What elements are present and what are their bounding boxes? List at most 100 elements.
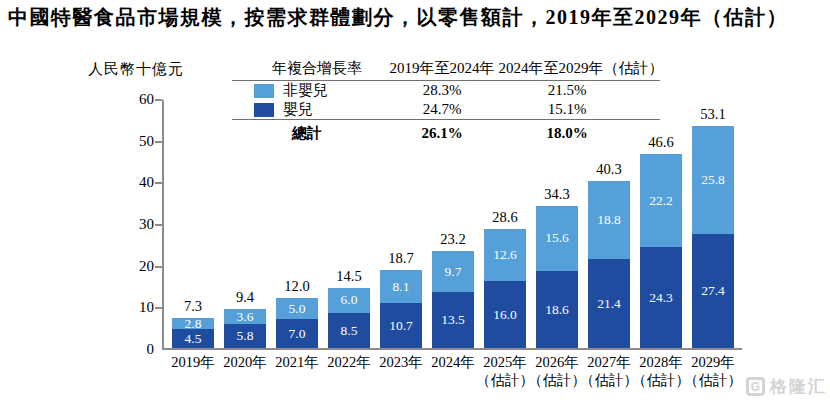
y-tick-label: 40 bbox=[124, 174, 154, 191]
x-axis-category-label: 2028年（估計） bbox=[640, 353, 682, 389]
segment-value-label: 27.4 bbox=[701, 284, 725, 298]
segment-value-label: 9.7 bbox=[445, 265, 462, 279]
segment-value-label: 21.4 bbox=[597, 297, 621, 311]
bar-stack: 3.65.8 bbox=[224, 309, 266, 348]
segment-value-label: 12.6 bbox=[493, 248, 517, 262]
bar-stack: 6.08.5 bbox=[328, 288, 370, 348]
legend-label: 非嬰兒 bbox=[283, 81, 328, 100]
y-tick-mark bbox=[155, 307, 162, 309]
bar-group: 14.56.08.5 bbox=[328, 268, 370, 348]
estimate-label: （估計） bbox=[684, 371, 742, 389]
bar-segment-infant: 13.5 bbox=[432, 292, 474, 348]
bar-segment-non-infant: 12.6 bbox=[484, 229, 526, 282]
y-tick-mark bbox=[155, 266, 162, 268]
bar-group: 34.3 15.6 18.6 bbox=[536, 186, 578, 349]
bar-segment-infant: 18.6 bbox=[536, 271, 578, 349]
x-axis-category-label: 2022年 bbox=[328, 353, 370, 389]
bar-group: 9.43.65.8 bbox=[224, 289, 266, 348]
bar-group: 12.0 5.0 7.0 bbox=[276, 278, 318, 348]
bar-total-label: 12.0 bbox=[284, 278, 309, 295]
bar-segment-non-infant: 2.8 bbox=[172, 318, 214, 330]
bar-segment-non-infant: 8.1 bbox=[380, 270, 422, 304]
cagr-header-period2: 2024年至2029年（估計） bbox=[502, 59, 660, 78]
bar-total-label: 7.3 bbox=[184, 298, 202, 315]
bar-group: 40.3 18.8 21.4 bbox=[588, 161, 630, 348]
bar-total-label: 18.7 bbox=[388, 250, 413, 267]
bar-segment-non-infant: 6.0 bbox=[328, 288, 370, 313]
bar-segment-infant: 24.3 bbox=[640, 247, 682, 348]
bar-total-label: 46.6 bbox=[648, 134, 673, 151]
non-infant-swatch-icon bbox=[254, 84, 274, 98]
segment-value-label: 6.0 bbox=[341, 293, 358, 307]
y-tick-label: 20 bbox=[124, 258, 154, 275]
bar-group: 28.6 12.6 16.0 bbox=[484, 209, 526, 348]
segment-value-label: 7.0 bbox=[289, 327, 306, 341]
x-axis-category-label: 2019年 bbox=[172, 353, 214, 389]
segment-value-label: 10.7 bbox=[389, 319, 413, 333]
segment-value-label: 18.8 bbox=[597, 213, 621, 227]
year-label: 2020年 bbox=[223, 353, 267, 371]
year-label: 2024年 bbox=[431, 353, 475, 371]
segment-value-label: 4.5 bbox=[185, 332, 202, 346]
segment-value-label: 22.2 bbox=[649, 194, 673, 208]
bar-group: 46.6 22.2 24.3 bbox=[640, 134, 682, 348]
bar-group: 23.2 9.7 13.5 bbox=[432, 231, 474, 348]
bar-segment-infant: 7.0 bbox=[276, 319, 318, 348]
bars-layer: 7.32.84.59.43.65.812.05.07.014.56.08.518… bbox=[164, 100, 742, 348]
y-tick-label: 0 bbox=[124, 341, 154, 358]
bar-stack: 5.0 7.0 bbox=[276, 298, 318, 348]
segment-value-label: 18.6 bbox=[545, 303, 569, 317]
x-axis-category-label: 2020年 bbox=[224, 353, 266, 389]
bar-stack: 2.84.5 bbox=[172, 318, 214, 348]
segment-value-label: 25.8 bbox=[701, 173, 725, 187]
estimate-label: （估計） bbox=[580, 371, 638, 389]
x-axis-category-label: 2027年（估計） bbox=[588, 353, 630, 389]
y-tick-label: 60 bbox=[124, 91, 154, 108]
bar-segment-non-infant: 25.8 bbox=[692, 126, 734, 234]
bar-stack: 12.6 16.0 bbox=[484, 229, 526, 348]
x-axis-category-label: 2023年 bbox=[380, 353, 422, 389]
bar-total-label: 40.3 bbox=[596, 161, 621, 178]
segment-value-label: 5.8 bbox=[237, 329, 254, 343]
bar-stack: 18.8 21.4 bbox=[588, 181, 630, 348]
segment-value-label: 16.0 bbox=[493, 308, 517, 322]
bar-segment-infant: 21.4 bbox=[588, 259, 630, 348]
x-axis-category-label: 2025年（估計） bbox=[484, 353, 526, 389]
bar-total-label: 34.3 bbox=[544, 186, 569, 203]
cagr-value: 28.3% bbox=[382, 82, 502, 99]
bar-stack: 25.8 27.4 bbox=[692, 126, 734, 348]
gelonghui-watermark: G 格隆汇 bbox=[746, 375, 827, 398]
year-label: 2025年 bbox=[483, 353, 527, 371]
x-axis-category-label: 2026年（估計） bbox=[536, 353, 578, 389]
bar-total-label: 28.6 bbox=[492, 209, 517, 226]
segment-value-label: 3.6 bbox=[237, 310, 254, 324]
y-tick-label: 10 bbox=[124, 299, 154, 316]
segment-value-label: 5.0 bbox=[289, 302, 306, 316]
segment-value-label: 13.5 bbox=[441, 313, 465, 327]
estimate-label: （估計） bbox=[632, 371, 690, 389]
cagr-row-non-infant: 非嬰兒 28.3% 21.5% bbox=[232, 81, 660, 100]
bar-segment-non-infant: 18.8 bbox=[588, 181, 630, 259]
bar-total-label: 9.4 bbox=[236, 289, 254, 306]
bar-total-label: 23.2 bbox=[440, 231, 465, 248]
bar-segment-infant: 8.5 bbox=[328, 313, 370, 348]
year-label: 2027年 bbox=[587, 353, 631, 371]
chart-figure: 中國特醫食品市場規模，按需求群體劃分，以零售額計，2019年至2029年（估計）… bbox=[0, 0, 830, 402]
bar-segment-infant: 27.4 bbox=[692, 234, 734, 348]
segment-value-label: 2.8 bbox=[185, 317, 202, 331]
year-label: 2021年 bbox=[275, 353, 319, 371]
legend-item-non-infant: 非嬰兒 bbox=[232, 81, 382, 100]
y-tick-label: 50 bbox=[124, 133, 154, 150]
bar-segment-non-infant: 15.6 bbox=[536, 206, 578, 271]
bar-stack: 22.2 24.3 bbox=[640, 154, 682, 348]
y-axis-unit-label: 人民幣十億元 bbox=[88, 60, 184, 79]
bar-group: 18.7 8.1 10.7 bbox=[380, 250, 422, 348]
y-tick-label: 30 bbox=[124, 216, 154, 233]
bar-group: 7.3 2.84.5 bbox=[172, 298, 214, 348]
segment-value-label: 24.3 bbox=[649, 291, 673, 305]
bar-stack: 15.6 18.6 bbox=[536, 206, 578, 349]
x-axis-category-label: 2029年（估計） bbox=[692, 353, 734, 389]
bar-stack: 9.7 13.5 bbox=[432, 251, 474, 348]
segment-value-label: 8.1 bbox=[393, 280, 410, 294]
bar-total-label: 53.1 bbox=[700, 106, 725, 123]
